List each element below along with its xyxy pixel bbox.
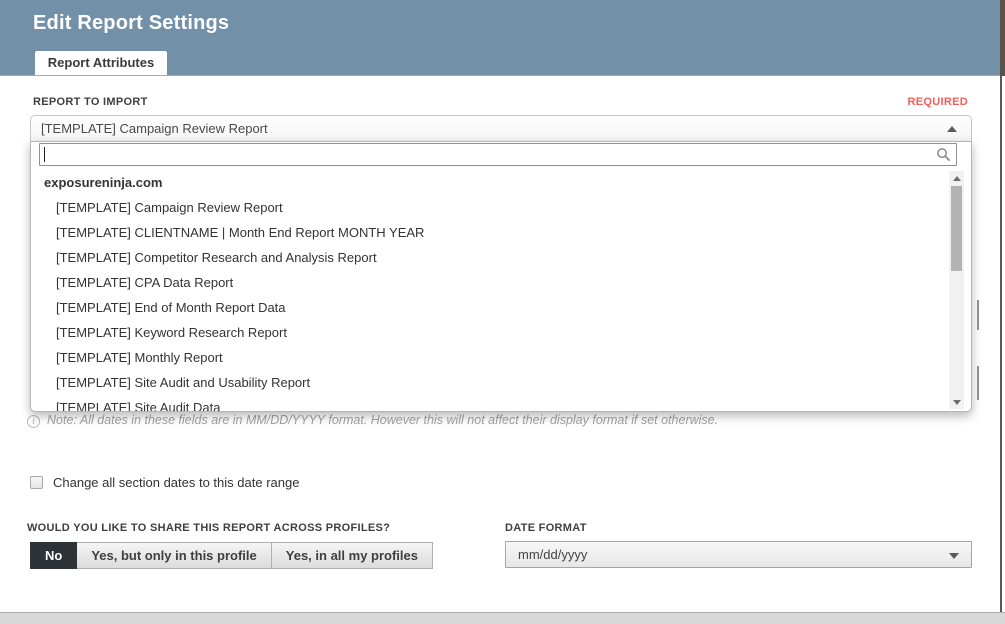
text-cursor <box>44 147 45 162</box>
dropdown-option[interactable]: [TEMPLATE] Campaign Review Report <box>56 200 283 215</box>
dropdown-option[interactable]: [TEMPLATE] CPA Data Report <box>56 275 234 290</box>
chevron-up-icon <box>947 126 957 132</box>
scrollbar-thumb[interactable] <box>951 186 962 271</box>
report-to-import-label: REPORT TO IMPORT <box>33 96 148 108</box>
dropdown-option[interactable]: [TEMPLATE] CLIENTNAME | Month End Report… <box>56 225 425 240</box>
dropdown-option[interactable]: [TEMPLATE] End of Month Report Data <box>56 300 286 315</box>
scroll-up-icon[interactable] <box>949 171 964 185</box>
dropdown-scrollbar[interactable] <box>949 171 964 409</box>
dropdown-search-input[interactable] <box>39 143 957 166</box>
dialog-header: Edit Report Settings Report Attributes <box>0 0 1000 76</box>
date-format-label: DATE FORMAT <box>505 522 587 534</box>
change-dates-label: Change all section dates to this date ra… <box>53 475 300 490</box>
obscured-field-edge <box>977 366 979 400</box>
report-dropdown-panel: exposureninja.com [TEMPLATE] Campaign Re… <box>30 141 972 412</box>
dropdown-option[interactable]: [TEMPLATE] Keyword Research Report <box>56 325 287 340</box>
report-to-import-select[interactable]: [TEMPLATE] Campaign Review Report <box>30 115 972 142</box>
change-dates-checkbox[interactable] <box>30 476 43 489</box>
dropdown-option[interactable]: [TEMPLATE] Site Audit Data <box>56 400 221 412</box>
date-format-note: i Note: All dates in these fields are in… <box>27 413 718 428</box>
tab-report-attributes[interactable]: Report Attributes <box>35 51 167 75</box>
share-all-profiles-button[interactable]: Yes, in all my profiles <box>271 542 433 569</box>
date-format-select[interactable]: mm/dd/yyyy <box>505 541 972 568</box>
window-edge-bottom <box>0 612 1005 624</box>
dropdown-option-list: exposureninja.com [TEMPLATE] Campaign Re… <box>32 170 951 411</box>
scroll-down-icon[interactable] <box>949 395 964 409</box>
chevron-down-icon <box>949 553 959 559</box>
dropdown-option[interactable]: [TEMPLATE] Site Audit and Usability Repo… <box>56 375 311 390</box>
share-this-profile-button[interactable]: Yes, but only in this profile <box>77 542 272 569</box>
section-dates-row: Change all section dates to this date ra… <box>30 475 299 490</box>
required-badge: REQUIRED <box>907 96 968 108</box>
share-question-label: WOULD YOU LIKE TO SHARE THIS REPORT ACRO… <box>27 522 391 534</box>
note-text: Note: All dates in these fields are in M… <box>47 413 719 427</box>
obscured-field-edge <box>977 300 979 330</box>
window-edge <box>1000 76 1002 612</box>
share-button-group: No Yes, but only in this profile Yes, in… <box>30 542 433 569</box>
search-icon <box>937 148 951 162</box>
dropdown-option[interactable]: [TEMPLATE] Competitor Research and Analy… <box>56 250 377 265</box>
option-group-label: exposureninja.com <box>44 175 163 190</box>
date-format-value: mm/dd/yyyy <box>518 547 588 562</box>
page-title: Edit Report Settings <box>33 12 230 34</box>
dropdown-option[interactable]: [TEMPLATE] Monthly Report <box>56 350 223 365</box>
window-edge <box>1000 0 1005 76</box>
report-select-value: [TEMPLATE] Campaign Review Report <box>41 121 268 136</box>
info-icon: i <box>27 415 40 428</box>
dropdown-search-wrap <box>39 143 957 166</box>
share-no-button[interactable]: No <box>30 542 78 569</box>
